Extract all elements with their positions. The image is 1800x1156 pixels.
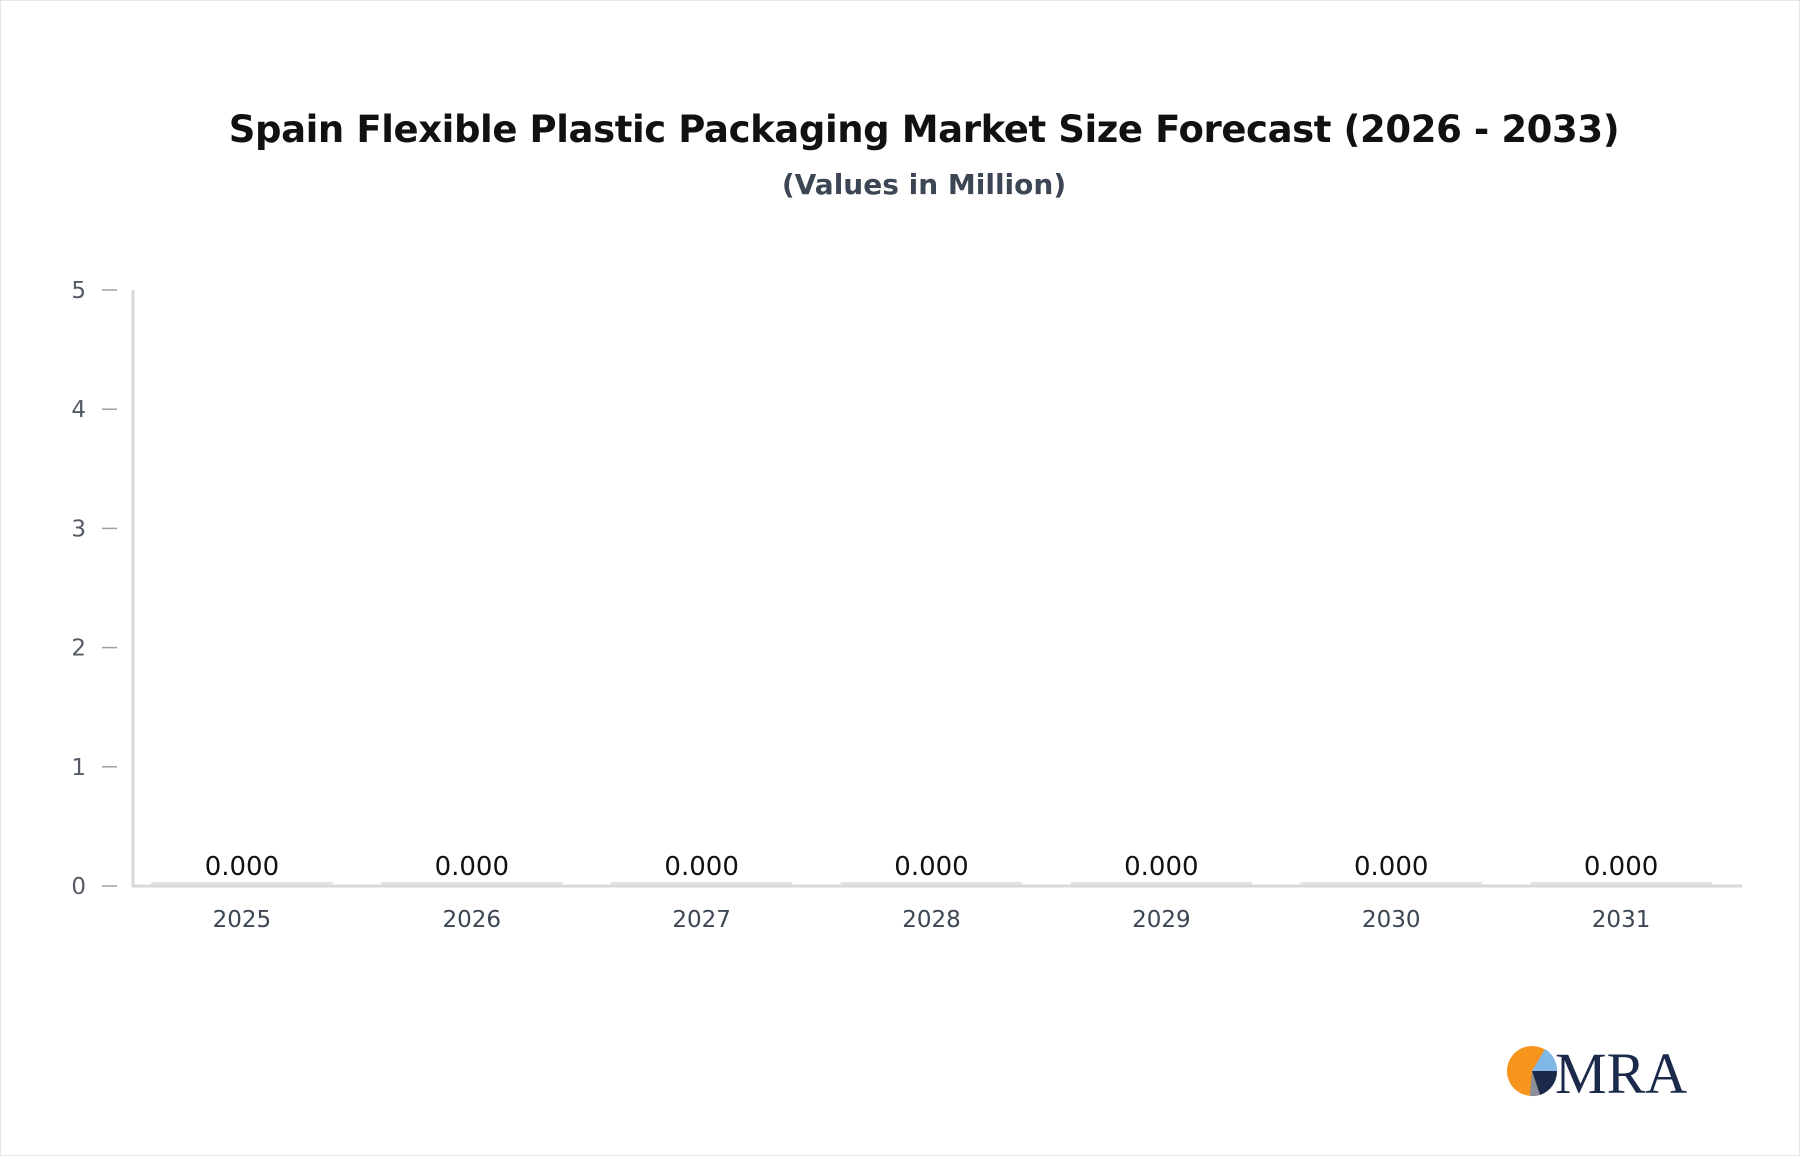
bar [840,882,1023,885]
chart-subtitle: (Values in Million) [781,168,1067,201]
x-tick-label: 2028 [902,907,961,933]
y-tick-label: 5 [71,278,86,304]
bar [380,882,563,885]
logo-text: MRA [1555,1041,1687,1106]
mra-logo: MRA [1507,1041,1687,1106]
bar [1300,882,1483,885]
bar [610,882,793,885]
y-tick-label: 4 [71,397,86,423]
x-tick-label: 2029 [1132,907,1191,933]
data-label: 0.000 [664,852,738,882]
y-tick-label: 2 [71,636,86,662]
x-tick-label: 2027 [672,907,731,933]
bar [1530,882,1712,885]
x-tick-label: 2025 [213,907,272,933]
bar [1070,882,1253,885]
logo-mark-icon [1507,1046,1558,1097]
bar [151,882,333,885]
x-tick-label: 2030 [1362,907,1421,933]
x-tick-label: 2031 [1592,907,1651,933]
y-tick-label: 1 [71,755,86,781]
y-tick-label: 0 [71,874,86,900]
data-label: 0.000 [435,852,509,882]
data-label: 0.000 [1124,852,1198,882]
y-tick-label: 3 [71,516,86,542]
chart-title: Spain Flexible Plastic Packaging Market … [228,108,1620,151]
x-tick-label: 2026 [443,907,502,933]
data-label: 0.000 [1354,852,1428,882]
data-label: 0.000 [1584,852,1658,882]
data-label: 0.000 [894,852,968,882]
data-label: 0.000 [205,852,279,882]
